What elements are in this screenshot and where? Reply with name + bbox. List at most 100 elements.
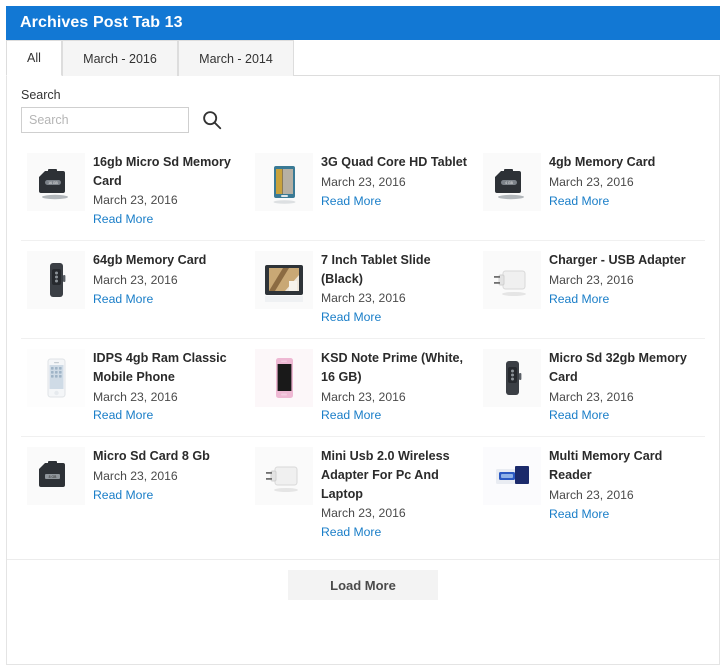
charger-adapter-icon — [482, 251, 541, 310]
read-more-link[interactable]: Read More — [548, 408, 610, 423]
read-more-link[interactable]: Read More — [548, 193, 610, 208]
post-title: 64gb Memory Card — [93, 253, 207, 268]
search-button[interactable] — [201, 109, 223, 131]
tablet-landscape-icon — [254, 251, 313, 310]
usb-drive-dark-icon — [27, 251, 85, 310]
grid-row: 64gb Memory Card March 23, 2016 Read Mor… — [21, 240, 705, 338]
post-title: Mini Usb 2.0 Wireless Adapter For Pc And… — [320, 449, 450, 501]
post-date: March 23, 2016 — [320, 389, 406, 404]
tab-march-2016-label: March - 2016 — [83, 51, 157, 66]
post-title: IDPS 4gb Ram Classic Mobile Phone — [93, 351, 227, 384]
post-date: March 23, 2016 — [548, 174, 634, 189]
post-meta: KSD Note Prime (White, 16 GB) March 23, … — [321, 349, 469, 424]
post-title: Micro Sd Card 8 Gb — [93, 449, 210, 464]
post-date: March 23, 2016 — [320, 174, 406, 189]
post-meta: IDPS 4gb Ram Classic Mobile Phone March … — [93, 349, 241, 424]
read-more-link[interactable]: Read More — [93, 291, 154, 306]
tablet-portrait-icon — [254, 153, 313, 211]
tab-march-2014-label: March - 2014 — [199, 51, 273, 66]
svg-text:8 GB: 8 GB — [49, 475, 57, 479]
post-date: March 23, 2016 — [93, 469, 178, 484]
post-date: March 23, 2016 — [93, 389, 178, 404]
post-card[interactable]: IDPS 4gb Ram Classic Mobile Phone March … — [21, 339, 249, 436]
grid-row: 16 GB 16gb Micro Sd Memory Card March 23… — [21, 143, 705, 240]
post-card[interactable]: 16 GB 16gb Micro Sd Memory Card March 23… — [21, 143, 249, 240]
read-more-link[interactable]: Read More — [93, 212, 154, 227]
archives-post-widget: Archives Post Tab 13 All March - 2016 Ma… — [6, 6, 720, 665]
post-card[interactable]: 4 GB 4gb Memory Card March 23, 2016 Read… — [477, 143, 705, 240]
search-icon — [201, 111, 223, 134]
post-meta: Multi Memory Card Reader March 23, 2016 … — [549, 447, 697, 541]
post-card[interactable]: Charger - USB Adapter March 23, 2016 Rea… — [477, 241, 705, 338]
tab-all-label: All — [27, 51, 41, 65]
post-date: March 23, 2016 — [320, 291, 406, 306]
post-card[interactable]: 64gb Memory Card March 23, 2016 Read Mor… — [21, 241, 249, 338]
post-date: March 23, 2016 — [548, 487, 634, 502]
post-meta: 3G Quad Core HD Tablet March 23, 2016 Re… — [321, 153, 469, 228]
post-title: 4gb Memory Card — [548, 155, 656, 169]
read-more-link[interactable]: Read More — [320, 525, 382, 540]
read-more-link[interactable]: Read More — [93, 408, 154, 423]
post-card[interactable]: Mini Usb 2.0 Wireless Adapter For Pc And… — [249, 437, 477, 553]
grid-row: 8 GB Micro Sd Card 8 Gb March 23, 2016 R… — [21, 436, 705, 553]
phone-white-icon — [27, 349, 85, 408]
grid-row: IDPS 4gb Ram Classic Mobile Phone March … — [21, 338, 705, 436]
read-more-link[interactable]: Read More — [93, 488, 154, 502]
post-title: 16gb Micro Sd Memory Card — [93, 155, 231, 188]
post-card[interactable]: Multi Memory Card Reader March 23, 2016 … — [477, 437, 705, 553]
post-meta: Charger - USB Adapter March 23, 2016 Rea… — [549, 251, 697, 326]
tab-bar-filler — [294, 40, 720, 75]
search-input[interactable] — [21, 107, 189, 133]
search-controls — [21, 107, 705, 133]
post-date: March 23, 2016 — [320, 506, 406, 521]
post-card[interactable]: Micro Sd 32gb Memory Card March 23, 2016… — [477, 339, 705, 436]
load-more-button[interactable]: Load More — [288, 570, 438, 601]
post-title: Charger - USB Adapter — [548, 253, 686, 268]
charger-adapter-icon — [254, 447, 313, 506]
read-more-link[interactable]: Read More — [548, 506, 610, 521]
post-card[interactable]: 8 GB Micro Sd Card 8 Gb March 23, 2016 R… — [21, 437, 249, 553]
phone-pink-icon — [254, 349, 313, 408]
content-panel: Search — [6, 76, 720, 665]
post-meta: Micro Sd 32gb Memory Card March 23, 2016… — [549, 349, 697, 424]
sd-card-dark-icon: 8 GB — [27, 447, 85, 506]
read-more-link[interactable]: Read More — [320, 193, 382, 208]
usb-drive-dark-icon — [482, 349, 541, 408]
search-row: Search — [21, 88, 705, 133]
post-title: KSD Note Prime (White, 16 GB) — [320, 351, 464, 384]
post-title: 3G Quad Core HD Tablet — [320, 155, 467, 169]
post-meta: Micro Sd Card 8 Gb March 23, 2016 Read M… — [93, 447, 241, 541]
search-label: Search — [21, 88, 61, 102]
post-meta: 7 Inch Tablet Slide (Black) March 23, 20… — [321, 251, 469, 326]
read-more-link[interactable]: Read More — [320, 408, 382, 423]
post-meta: 4gb Memory Card March 23, 2016 Read More — [549, 153, 697, 228]
svg-text:16 GB: 16 GB — [48, 181, 58, 185]
read-more-link[interactable]: Read More — [548, 291, 610, 306]
post-card[interactable]: 3G Quad Core HD Tablet March 23, 2016 Re… — [249, 143, 477, 240]
tab-all[interactable]: All — [6, 40, 62, 76]
post-date: March 23, 2016 — [93, 272, 178, 287]
tab-march-2016[interactable]: March - 2016 — [62, 40, 178, 76]
post-title: 7 Inch Tablet Slide (Black) — [320, 253, 431, 286]
sd-card-dark-icon: 16 GB — [27, 153, 85, 211]
post-date: March 23, 2016 — [93, 193, 178, 208]
card-reader-blue-icon — [482, 447, 541, 506]
post-title: Micro Sd 32gb Memory Card — [548, 351, 687, 384]
post-date: March 23, 2016 — [548, 272, 634, 287]
read-more-link[interactable]: Read More — [320, 310, 382, 325]
post-meta: Mini Usb 2.0 Wireless Adapter For Pc And… — [321, 447, 469, 541]
post-grid: 16 GB 16gb Micro Sd Memory Card March 23… — [21, 143, 705, 553]
post-meta: 16gb Micro Sd Memory Card March 23, 2016… — [93, 153, 241, 228]
post-title: Multi Memory Card Reader — [548, 449, 663, 483]
post-card[interactable]: 7 Inch Tablet Slide (Black) March 23, 20… — [249, 241, 477, 338]
post-date: March 23, 2016 — [548, 389, 634, 404]
tab-march-2014[interactable]: March - 2014 — [178, 40, 294, 76]
page-title: Archives Post Tab 13 — [20, 14, 183, 31]
svg-text:4 GB: 4 GB — [505, 181, 513, 185]
post-card[interactable]: KSD Note Prime (White, 16 GB) March 23, … — [249, 339, 477, 436]
grid-footer: Load More — [7, 559, 719, 601]
post-meta: 64gb Memory Card March 23, 2016 Read Mor… — [93, 251, 241, 326]
sd-card-dark-icon: 4 GB — [482, 153, 541, 211]
widget-header: Archives Post Tab 13 — [6, 6, 720, 40]
tab-bar: All March - 2016 March - 2014 — [6, 40, 720, 76]
